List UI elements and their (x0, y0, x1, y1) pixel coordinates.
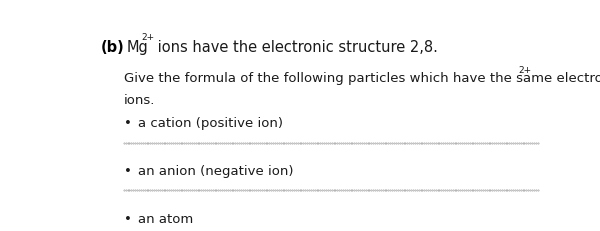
Text: Mg: Mg (126, 40, 148, 55)
Text: Give the formula of the following particles which have the same electronic struc: Give the formula of the following partic… (124, 72, 600, 85)
Text: (b): (b) (101, 40, 124, 55)
Text: an atom: an atom (138, 213, 193, 226)
Text: ions.: ions. (124, 94, 155, 106)
Text: ions have the electronic structure 2,8.: ions have the electronic structure 2,8. (153, 40, 438, 55)
Text: 2+: 2+ (142, 33, 155, 42)
Text: •: • (124, 165, 132, 178)
Text: 2+: 2+ (518, 66, 531, 75)
Text: a cation (positive ion): a cation (positive ion) (138, 117, 283, 130)
Text: •: • (124, 213, 132, 226)
Text: an anion (negative ion): an anion (negative ion) (138, 165, 293, 178)
Text: •: • (124, 117, 132, 130)
